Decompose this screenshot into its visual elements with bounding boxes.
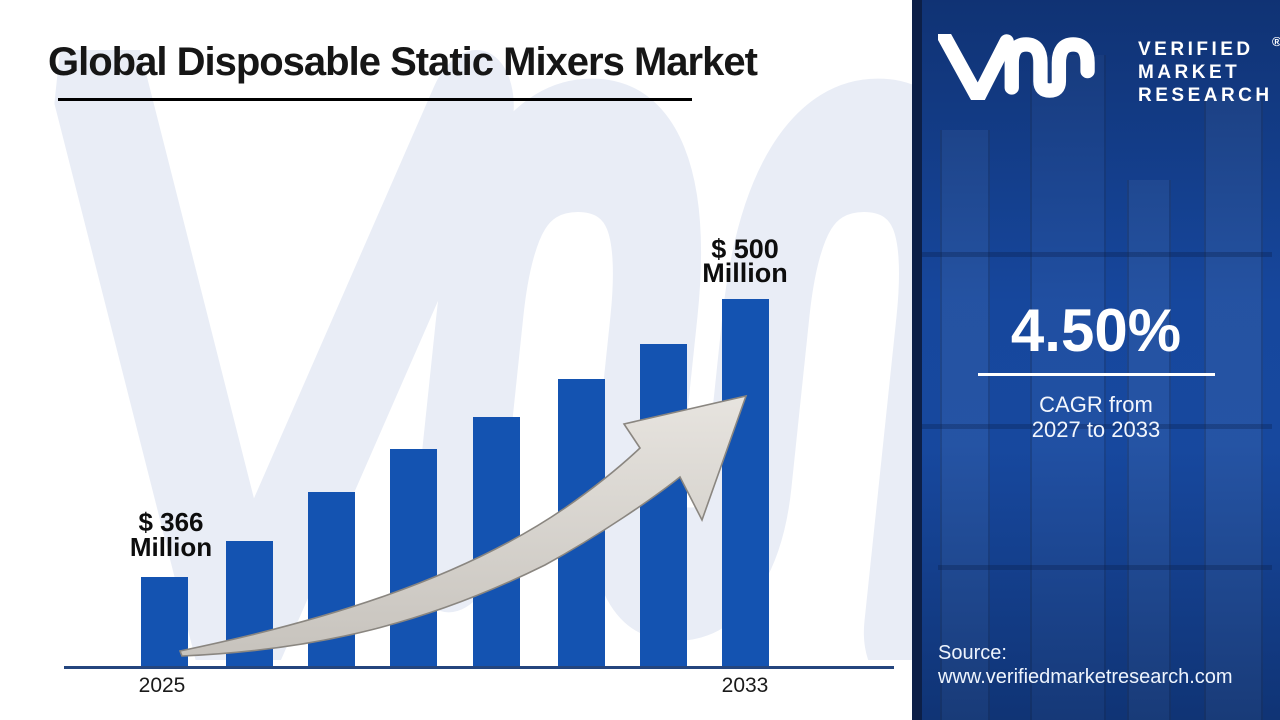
bar bbox=[141, 577, 188, 668]
industrial-backdrop bbox=[912, 0, 1280, 720]
bar bbox=[722, 299, 769, 668]
chart-area: Global Disposable Static Mixers Market $… bbox=[48, 40, 912, 697]
vmr-logo-icon bbox=[938, 34, 1095, 100]
brand-logo-lockup: VERIFIED MARKET RESEARCH ® bbox=[938, 34, 1280, 114]
bar bbox=[558, 379, 605, 668]
cagr-caption-line1: CAGR from bbox=[1039, 392, 1153, 418]
x-axis-line bbox=[64, 666, 894, 669]
source-url-link[interactable]: www.verifiedmarketresearch.com bbox=[938, 666, 1233, 688]
bar-value-label-first: $ 366 Million bbox=[106, 509, 236, 562]
brand-wordmark: VERIFIED MARKET RESEARCH bbox=[1138, 38, 1273, 107]
source-block: Source: www.verifiedmarketresearch.com bbox=[938, 641, 1233, 689]
bar-value-line: Million bbox=[129, 532, 213, 562]
x-tick-2033: 2033 bbox=[721, 674, 769, 697]
brand-wordmark-line: MARKET bbox=[1138, 62, 1241, 83]
bar bbox=[308, 492, 355, 668]
cagr-value: 4.50% bbox=[1010, 297, 1182, 364]
page-title: Global Disposable Static Mixers Market bbox=[48, 40, 758, 84]
bar bbox=[226, 541, 273, 668]
backdrop-overlay bbox=[912, 0, 1280, 720]
panel-left-edge bbox=[912, 0, 922, 720]
source-label: Source: bbox=[938, 642, 1007, 664]
bar-value-line: $ 500 bbox=[711, 234, 779, 264]
bar bbox=[390, 449, 437, 668]
cagr-divider bbox=[977, 373, 1215, 377]
title-underline bbox=[58, 98, 692, 101]
bars-layer bbox=[141, 299, 769, 668]
brand-wordmark-line: VERIFIED bbox=[1138, 39, 1254, 60]
registered-trademark-icon: ® bbox=[1272, 34, 1280, 49]
brand-wordmark-line: RESEARCH bbox=[1138, 85, 1273, 106]
bar-value-label-last: $ 500 Million bbox=[680, 234, 810, 288]
cagr-stat-block: 4.50% CAGR from 2027 to 2033 bbox=[912, 300, 1280, 442]
brand-panel: VERIFIED MARKET RESEARCH ® 4.50% CAGR fr… bbox=[912, 0, 1280, 720]
cagr-caption-line2: 2027 to 2033 bbox=[1031, 417, 1161, 443]
bar bbox=[640, 344, 687, 668]
bar-value-line: Million bbox=[702, 258, 788, 288]
bar bbox=[473, 417, 520, 668]
x-tick-2025: 2025 bbox=[138, 674, 186, 697]
